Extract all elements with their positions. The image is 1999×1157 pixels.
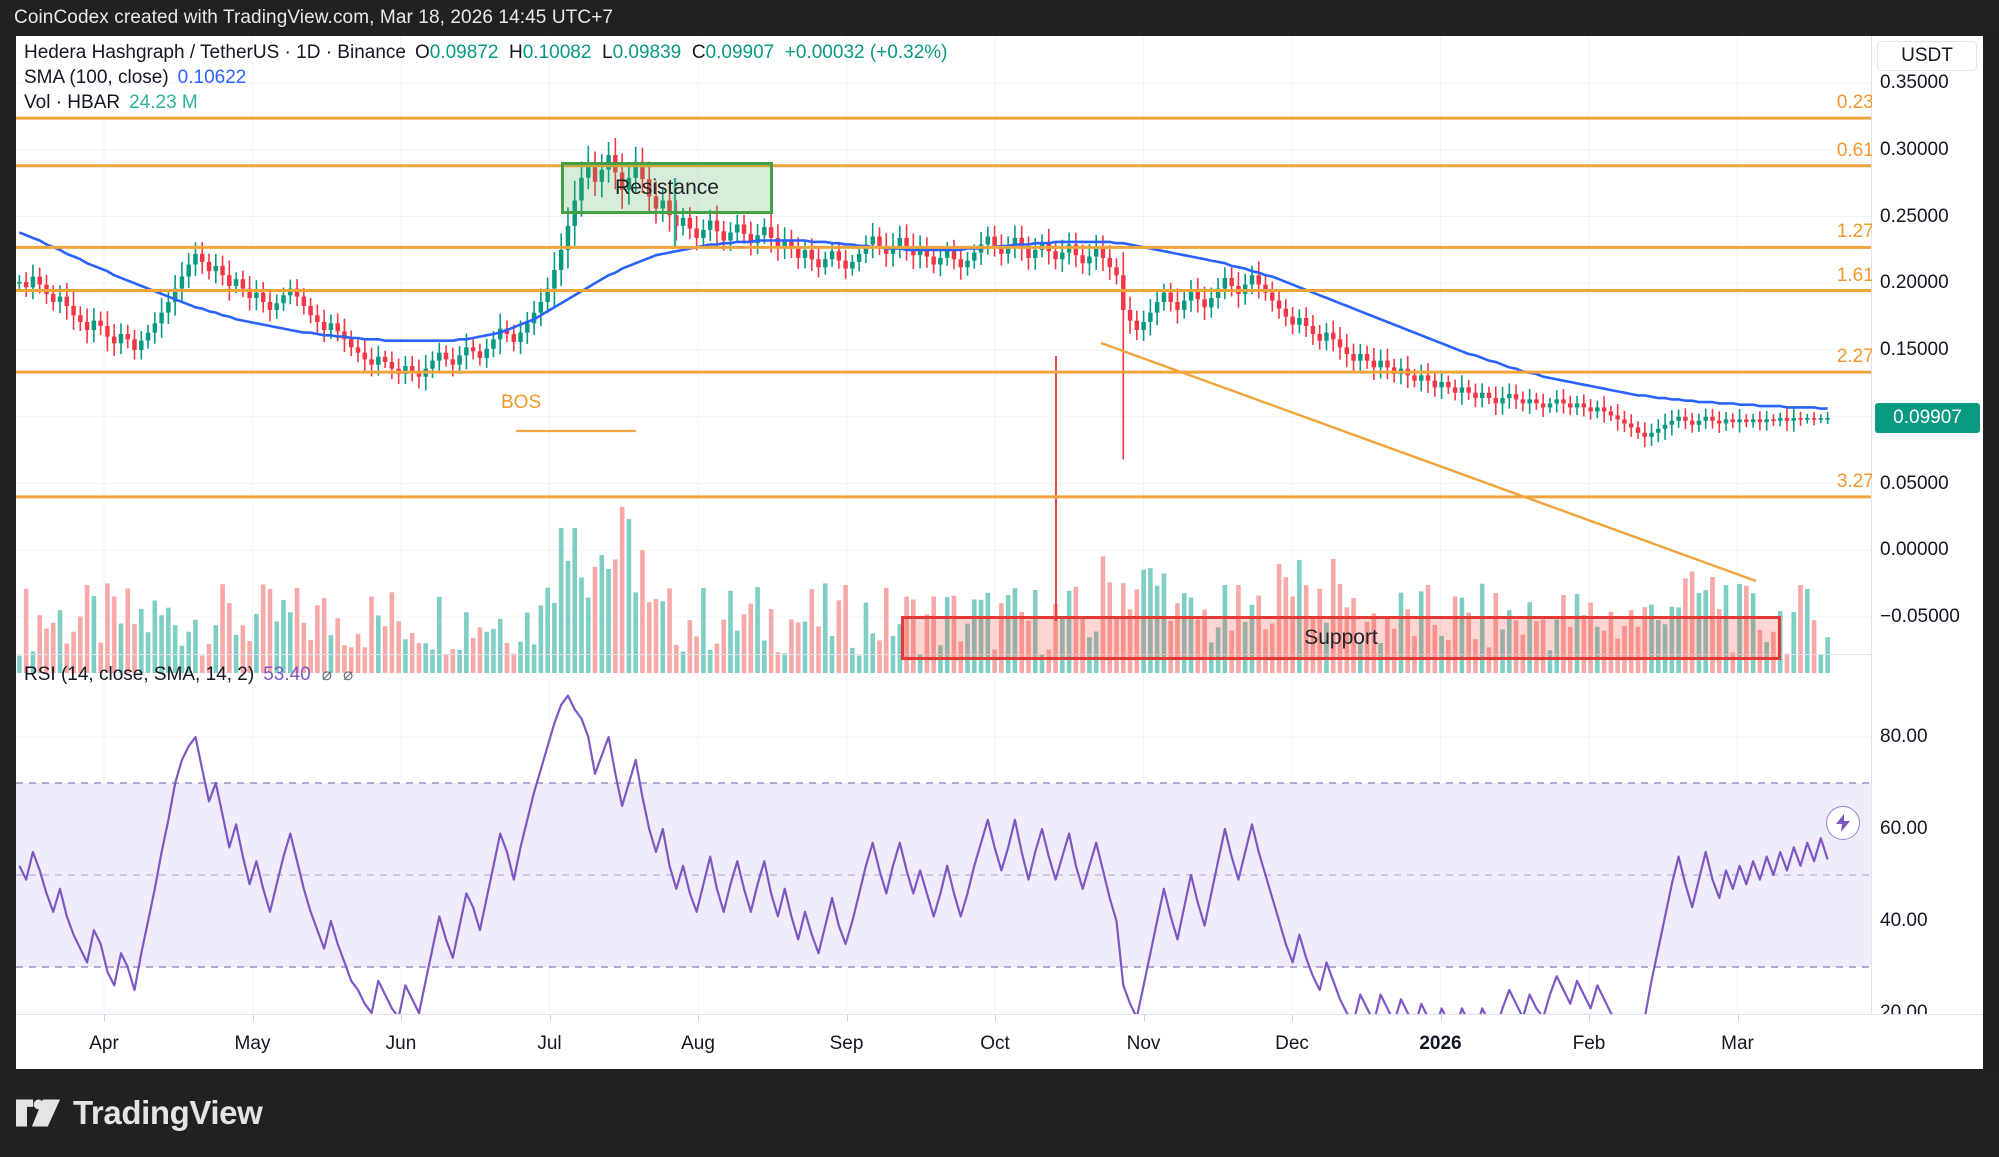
tradingview-logo: TradingView	[16, 1094, 263, 1132]
time-tick-may: May	[234, 1033, 271, 1054]
tradingview-wordmark: TradingView	[73, 1094, 263, 1131]
time-grid-mark	[401, 1015, 402, 1021]
time-tick-mar: Mar	[1721, 1033, 1754, 1054]
branding-bar: TradingView	[0, 1069, 1999, 1157]
support-zone[interactable]: Support	[901, 616, 1781, 660]
chart-canvas	[16, 36, 1871, 1047]
resistance-label: Resistance	[615, 176, 719, 199]
rsi-tick-2: 40.00	[1880, 910, 1928, 931]
bos-label: BOS	[501, 392, 542, 413]
time-grid-mark	[252, 1015, 254, 1021]
time-grid-mark	[1737, 1015, 1739, 1021]
chart-frame[interactable]: Hedera Hashgraph / TetherUS · 1D · Binan…	[16, 36, 1983, 1069]
rsi-tick-0: 80.00	[1880, 726, 1928, 747]
time-grid-mark	[1589, 1015, 1590, 1021]
axis-divider	[1871, 36, 1872, 1013]
time-tick-jul: Jul	[537, 1033, 562, 1054]
time-grid-mark	[698, 1015, 699, 1021]
time-tick-feb: Feb	[1572, 1033, 1606, 1054]
time-grid-mark	[846, 1015, 848, 1021]
time-tick-nov: Nov	[1126, 1033, 1161, 1054]
time-grid-mark	[1143, 1015, 1145, 1021]
time-tick-oct: Oct	[980, 1033, 1010, 1054]
time-tick-sep: Sep	[829, 1033, 864, 1054]
lightning-bolt-icon[interactable]	[1826, 806, 1860, 840]
support-label: Support	[1304, 626, 1378, 649]
time-grid-mark	[104, 1015, 105, 1021]
price-axis-unit: USDT	[1877, 41, 1977, 71]
time-axis[interactable]: Apr May Jun Jul Aug Sep Oct Nov Dec 2026 Feb Mar	[16, 1014, 1983, 1069]
watermark-bar: CoinCodex created with TradingView.com, …	[0, 0, 1999, 36]
price-tick-0: 0.35000	[1880, 72, 1949, 93]
time-grid-mark	[995, 1015, 996, 1021]
price-tick-1: 0.30000	[1880, 138, 1949, 160]
time-grid-mark	[1292, 1015, 1293, 1021]
time-tick-2026: 2026	[1419, 1033, 1462, 1054]
time-grid-mark	[1440, 1015, 1442, 1021]
resistance-zone[interactable]: Resistance	[561, 162, 773, 214]
price-tick-6: 0.00000	[1880, 539, 1949, 561]
price-tick-2: 0.25000	[1880, 205, 1949, 227]
time-tick-jun: Jun	[385, 1033, 417, 1054]
time-tick-dec: Dec	[1275, 1033, 1309, 1054]
time-grid-mark	[549, 1015, 551, 1021]
price-tick-5: 0.05000	[1880, 472, 1949, 494]
price-tick-4: 0.15000	[1880, 339, 1949, 360]
tradingview-logo-icon	[16, 1099, 60, 1127]
time-tick-apr: Apr	[89, 1033, 119, 1054]
rsi-tick-1: 60.00	[1880, 818, 1928, 839]
price-tick-7: −0.05000	[1880, 606, 1960, 627]
price-axis[interactable]: USDT 0.35000 0.30000 0.25000 0.20000 0.15000…	[1872, 36, 1983, 1023]
last-price-badge: 0.09907	[1875, 402, 1980, 433]
pane-separator	[16, 654, 1871, 655]
time-tick-aug: Aug	[681, 1033, 715, 1054]
left-gutter	[0, 36, 16, 1069]
price-tick-3: 0.20000	[1880, 272, 1949, 294]
